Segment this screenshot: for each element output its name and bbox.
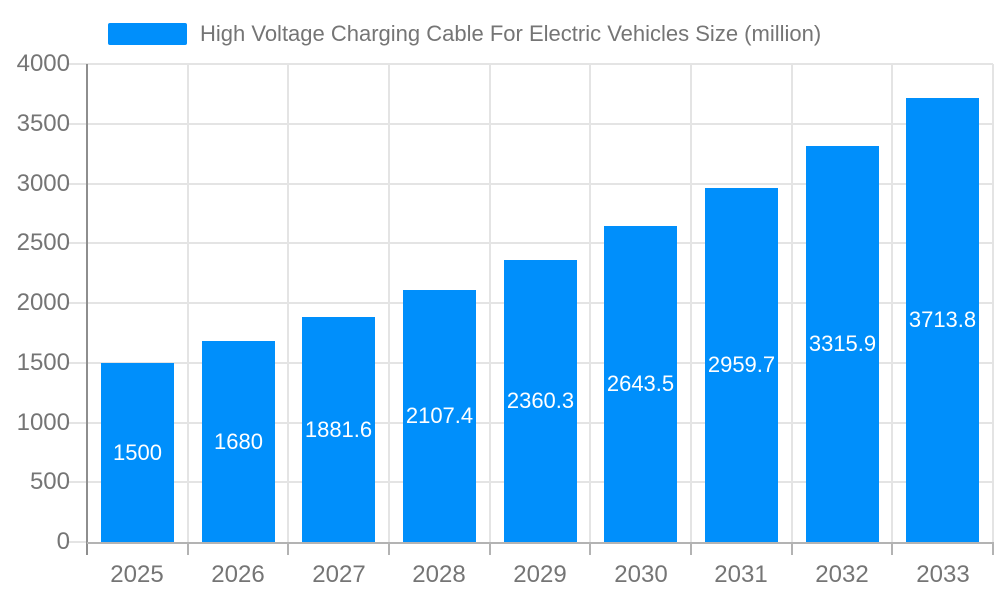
y-axis-tick [67,362,87,364]
bar-2026[interactable] [202,341,275,542]
bar-2033[interactable] [906,98,979,542]
legend-item[interactable]: High Voltage Charging Cable For Electric… [108,19,821,49]
bar-2030[interactable] [604,226,677,542]
y-axis-tick [67,541,87,543]
x-axis-tick [287,542,289,555]
bar-value-label: 1881.6 [304,417,373,442]
bar-value-label: 2360.3 [506,388,575,413]
x-axis-label: 2030 [614,561,668,588]
bar-value-label: 3315.9 [808,331,877,356]
x-axis-label: 2028 [412,561,466,588]
x-axis-label: 2029 [513,561,567,588]
x-axis-tick [589,542,591,555]
bar-2027[interactable] [302,317,375,542]
y-axis-label: 2000 [16,289,70,316]
legend-marker-swatch [108,23,187,45]
y-axis-tick [67,422,87,424]
x-axis-line [87,542,993,544]
gridline-horizontal [87,242,993,244]
gridline-horizontal [87,63,993,65]
gridline-vertical [589,64,591,542]
gridline-vertical [489,64,491,542]
x-axis-label: 2031 [714,561,768,588]
bar-2028[interactable] [403,290,476,542]
y-axis-label: 4000 [16,50,70,77]
y-axis-label: 0 [56,528,70,555]
x-axis-tick [489,542,491,555]
y-axis-label: 1000 [16,409,70,436]
gridline-vertical [287,64,289,542]
gridline-vertical [992,64,994,542]
bar-value-label: 2959.7 [707,352,776,377]
gridline-horizontal [87,183,993,185]
y-axis-line [86,64,88,555]
x-axis-label: 2027 [312,561,366,588]
bar-value-label: 3713.8 [908,307,977,332]
x-axis-label: 2033 [916,561,970,588]
gridline-horizontal [87,123,993,125]
bar-2025[interactable] [101,363,174,542]
bar-2032[interactable] [806,146,879,542]
x-axis-label: 2026 [211,561,265,588]
gridline-vertical [791,64,793,542]
y-axis-tick [67,123,87,125]
bar-2031[interactable] [705,188,778,542]
bar-value-label: 1680 [214,429,263,454]
y-axis-tick [67,183,87,185]
bar-value-label: 2643.5 [606,371,675,396]
y-axis-label: 500 [29,468,70,495]
gridline-vertical [187,64,189,542]
legend-label: High Voltage Charging Cable For Electric… [200,21,822,46]
gridline-vertical [891,64,893,542]
x-axis-tick [690,542,692,555]
gridline-vertical [690,64,692,542]
y-axis-label: 2500 [16,229,70,256]
y-axis-tick [67,63,87,65]
y-axis-label: 1500 [16,349,70,376]
y-axis-tick [67,481,87,483]
x-axis-tick [992,542,994,555]
y-axis-tick [67,302,87,304]
y-axis-label: 3000 [16,170,70,197]
x-axis-label: 2032 [815,561,869,588]
x-axis-tick [388,542,390,555]
y-axis-label: 3500 [16,110,70,137]
bar-2029[interactable] [504,260,577,542]
x-axis-tick [187,542,189,555]
gridline-vertical [388,64,390,542]
bar-value-label: 2107.4 [405,403,474,428]
x-axis-tick [791,542,793,555]
x-axis-label: 2025 [110,561,164,588]
x-axis-tick [891,542,893,555]
bar-value-label: 1500 [113,440,162,465]
y-axis-tick [67,242,87,244]
